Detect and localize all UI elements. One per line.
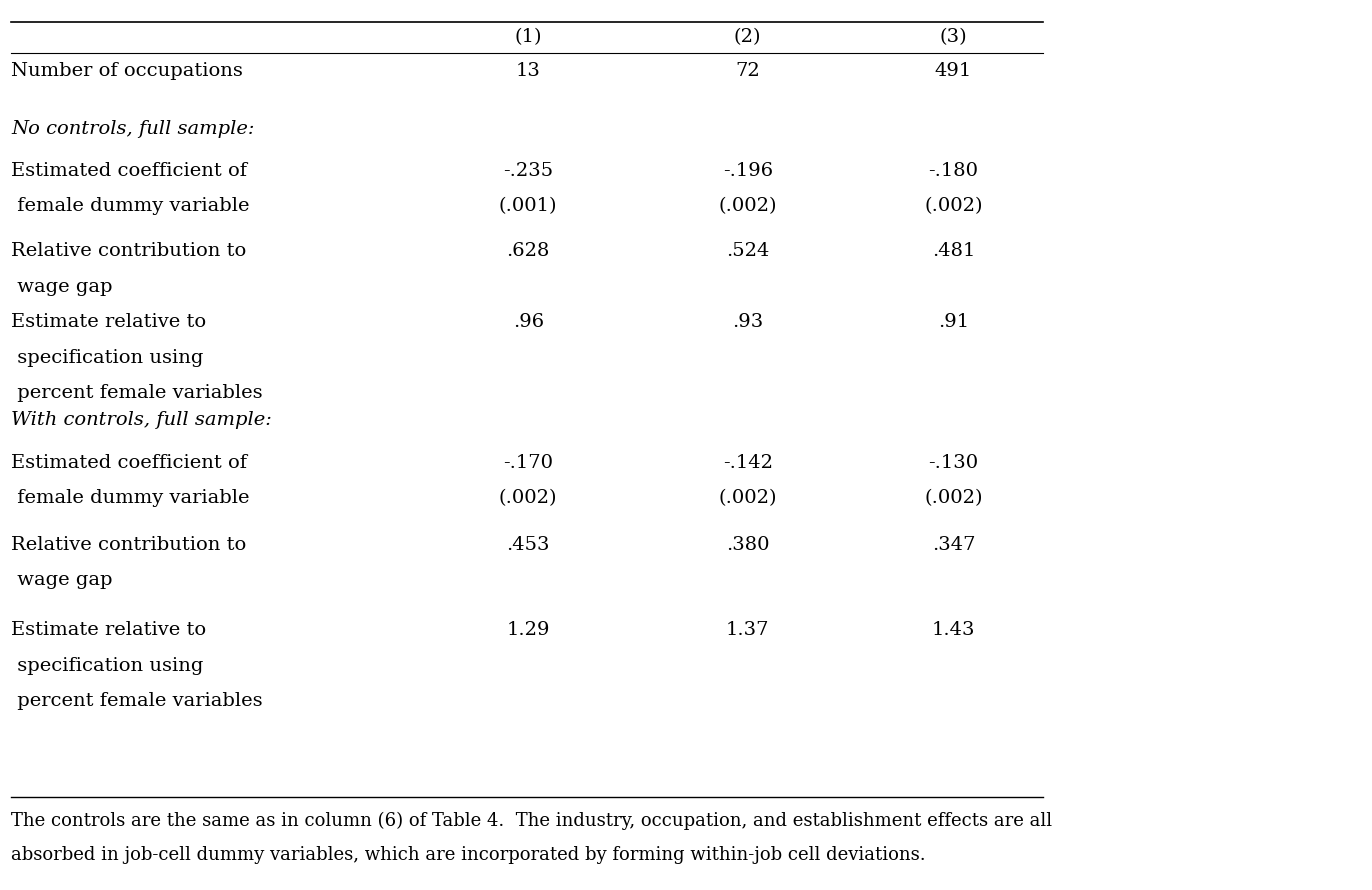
Text: .96: .96 xyxy=(513,313,543,331)
Text: specification using: specification using xyxy=(11,657,203,675)
Text: Estimated coefficient of: Estimated coefficient of xyxy=(11,162,247,180)
Text: 491: 491 xyxy=(934,62,973,80)
Text: -.235: -.235 xyxy=(504,162,553,180)
Text: -.130: -.130 xyxy=(929,454,978,472)
Text: .93: .93 xyxy=(733,313,763,331)
Text: With controls, full sample:: With controls, full sample: xyxy=(11,411,272,429)
Text: No controls, full sample:: No controls, full sample: xyxy=(11,120,254,138)
Text: -.142: -.142 xyxy=(723,454,772,472)
Text: specification using: specification using xyxy=(11,349,203,367)
Text: -.196: -.196 xyxy=(723,162,772,180)
Text: (.001): (.001) xyxy=(499,198,557,215)
Text: (1): (1) xyxy=(514,28,542,46)
Text: absorbed in job-cell dummy variables, which are incorporated by forming within-j: absorbed in job-cell dummy variables, wh… xyxy=(11,846,926,863)
Text: 72: 72 xyxy=(735,62,760,80)
Text: (.002): (.002) xyxy=(719,490,777,507)
Text: -.170: -.170 xyxy=(504,454,553,472)
Text: Relative contribution to: Relative contribution to xyxy=(11,536,246,554)
Text: wage gap: wage gap xyxy=(11,571,113,589)
Text: (.002): (.002) xyxy=(719,198,777,215)
Text: .91: .91 xyxy=(938,313,969,331)
Text: -.180: -.180 xyxy=(929,162,978,180)
Text: 1.43: 1.43 xyxy=(932,621,975,639)
Text: .481: .481 xyxy=(932,242,975,260)
Text: .524: .524 xyxy=(726,242,770,260)
Text: 1.29: 1.29 xyxy=(506,621,550,639)
Text: Estimate relative to: Estimate relative to xyxy=(11,621,206,639)
Text: percent female variables: percent female variables xyxy=(11,384,262,402)
Text: (.002): (.002) xyxy=(925,490,982,507)
Text: Estimate relative to: Estimate relative to xyxy=(11,313,206,331)
Text: 13: 13 xyxy=(516,62,541,80)
Text: (.002): (.002) xyxy=(925,198,982,215)
Text: .380: .380 xyxy=(726,536,770,554)
Text: (3): (3) xyxy=(940,28,967,46)
Text: (2): (2) xyxy=(734,28,761,46)
Text: (.002): (.002) xyxy=(499,490,557,507)
Text: percent female variables: percent female variables xyxy=(11,692,262,710)
Text: .453: .453 xyxy=(506,536,550,554)
Text: The controls are the same as in column (6) of Table 4.  The industry, occupation: The controls are the same as in column (… xyxy=(11,812,1052,830)
Text: .347: .347 xyxy=(932,536,975,554)
Text: wage gap: wage gap xyxy=(11,278,113,295)
Text: 1.37: 1.37 xyxy=(726,621,770,639)
Text: Number of occupations: Number of occupations xyxy=(11,62,243,80)
Text: .628: .628 xyxy=(506,242,550,260)
Text: Relative contribution to: Relative contribution to xyxy=(11,242,246,260)
Text: female dummy variable: female dummy variable xyxy=(11,490,250,507)
Text: Estimated coefficient of: Estimated coefficient of xyxy=(11,454,247,472)
Text: female dummy variable: female dummy variable xyxy=(11,198,250,215)
